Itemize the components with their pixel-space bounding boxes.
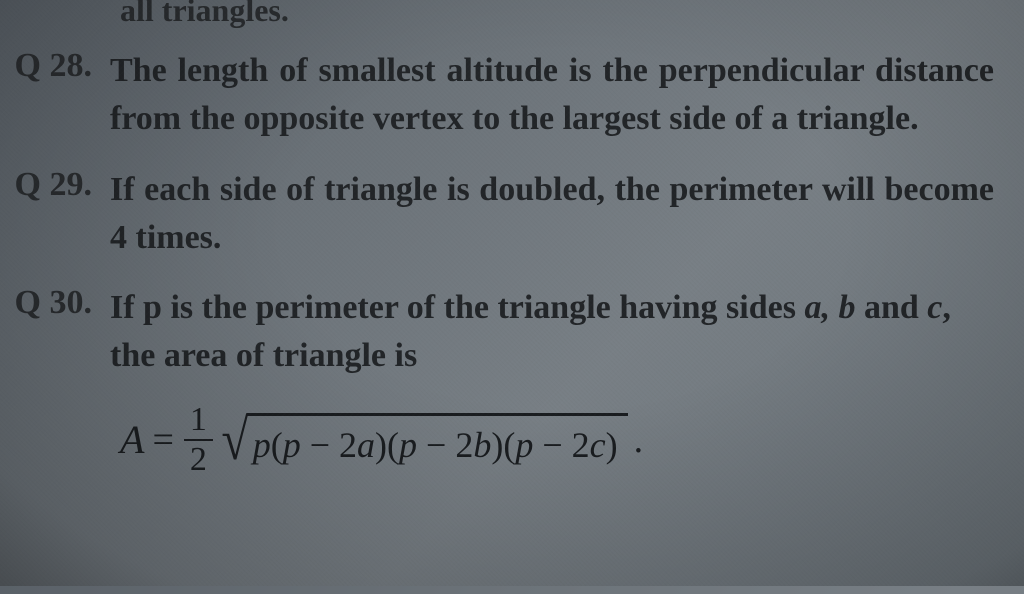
formula-fraction: 1 2: [184, 403, 213, 477]
formula-period: .: [634, 418, 644, 462]
q30-vars-ab: a, b: [804, 289, 855, 326]
q30-and: and: [855, 289, 927, 326]
radicand-expression: p(p − 2a)(p − 2b)(p − 2c): [253, 427, 618, 463]
q30-var-c: c: [927, 289, 942, 326]
textbook-page: all triangles. Q 28. The length of small…: [0, 0, 1024, 586]
q28-text: The length of smallest altitude is the p…: [110, 47, 994, 144]
q30-label: Q 30.: [10, 284, 110, 381]
formula-lhs: A: [120, 416, 144, 463]
q29-label: Q 29.: [10, 166, 110, 263]
q30-text: If p is the perimeter of the triangle ha…: [110, 284, 994, 381]
formula-equals: =: [152, 418, 173, 462]
question-29: Q 29. If each side of triangle is double…: [10, 166, 994, 263]
q30-formula: A = 1 2 √ p(p − 2a)(p − 2b)(p − 2c) .: [120, 403, 994, 477]
fraction-numerator: 1: [184, 403, 213, 441]
question-28: Q 28. The length of smallest altitude is…: [10, 47, 994, 144]
radical-sign: √: [221, 413, 248, 467]
formula-sqrt: √ p(p − 2a)(p − 2b)(p − 2c): [219, 413, 628, 467]
formula-radicand: p(p − 2a)(p − 2b)(p − 2c): [247, 413, 628, 467]
q28-label: Q 28.: [10, 47, 110, 144]
question-30: Q 30. If p is the perimeter of the trian…: [10, 284, 994, 381]
q29-text: If each side of triangle is doubled, the…: [110, 166, 994, 263]
q30-text-part1: If p is the perimeter of the triangle ha…: [110, 289, 804, 326]
partial-prev-line: all triangles.: [120, 0, 994, 29]
fraction-denominator: 2: [184, 441, 213, 477]
